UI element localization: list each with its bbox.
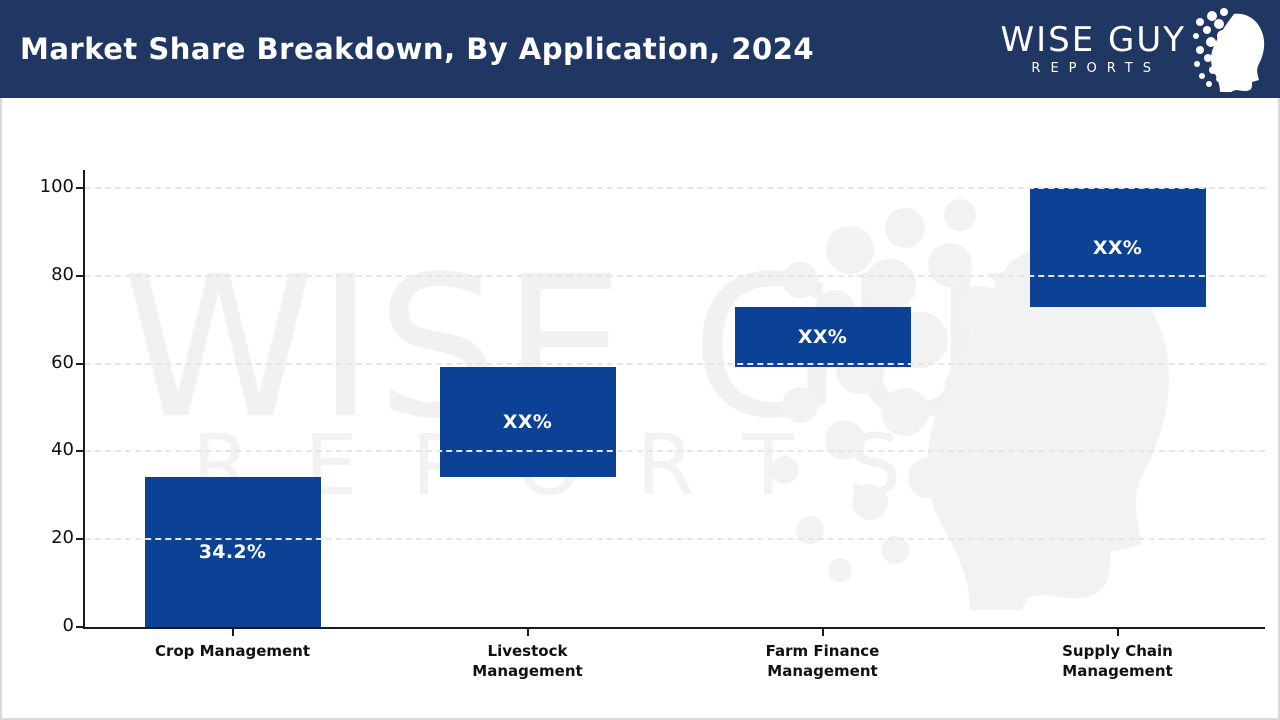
- y-tick-label-60: 60: [51, 351, 74, 373]
- y-tick-label-80: 80: [51, 263, 74, 285]
- y-tick-mark-0: [76, 626, 85, 628]
- logo-wordmark: WISE GUY: [1000, 20, 1186, 60]
- gridline-y-60: [85, 362, 1265, 365]
- watermark-head-icon: [766, 199, 1169, 610]
- x-axis-label-4: Supply Chain Management: [1062, 642, 1173, 680]
- bar-value-label-3: XX%: [797, 326, 848, 349]
- x-tick-mark-2: [526, 629, 529, 636]
- brand-logo-text: WISE GUY REPORTS: [1000, 22, 1186, 78]
- y-tick-mark-40: [76, 450, 85, 453]
- bar-1: 34.2%: [144, 476, 321, 627]
- y-tick-mark-60: [76, 362, 85, 365]
- gridline-y-100: [85, 187, 1265, 189]
- logo-subtitle: REPORTS: [1031, 61, 1162, 76]
- y-tick-mark-80: [76, 274, 85, 277]
- y-tick-label-20: 20: [51, 527, 74, 549]
- x-tick-mark-4: [1116, 629, 1119, 636]
- bar-3: XX%: [734, 307, 911, 368]
- y-tick-label-0: 0: [62, 615, 74, 636]
- bar-4: XX%: [1029, 188, 1206, 308]
- gridline-y-20: [85, 538, 1265, 541]
- x-tick-mark-1: [231, 629, 234, 636]
- x-axis-label-3: Farm Finance Management: [765, 642, 880, 680]
- chart-title: Market Share Breakdown, By Application, …: [20, 32, 815, 66]
- bar-value-label-4: XX%: [1092, 236, 1143, 259]
- bar-value-label-1: 34.2%: [198, 540, 267, 563]
- x-axis-label-2: Livestock Management: [472, 642, 583, 680]
- bar-2: XX%: [439, 367, 616, 477]
- gridline-y-40: [85, 450, 1265, 453]
- bar-value-label-2: XX%: [502, 410, 553, 433]
- y-tick-label-100: 100: [39, 176, 74, 197]
- x-axis-label-1: Crop Management: [154, 642, 311, 660]
- y-tick-mark-20: [76, 538, 85, 541]
- gridline-y-80: [85, 274, 1265, 277]
- x-axis-line: [83, 627, 1265, 629]
- y-tick-label-40: 40: [51, 439, 74, 461]
- y-axis-line: [83, 170, 85, 629]
- logo-head-icon: [1193, 8, 1265, 92]
- brand-logo: WISE GUY REPORTS: [1000, 6, 1266, 94]
- header-bar: Market Share Breakdown, By Application, …: [0, 0, 1280, 98]
- y-tick-mark-100: [76, 187, 85, 189]
- x-tick-mark-3: [821, 629, 824, 636]
